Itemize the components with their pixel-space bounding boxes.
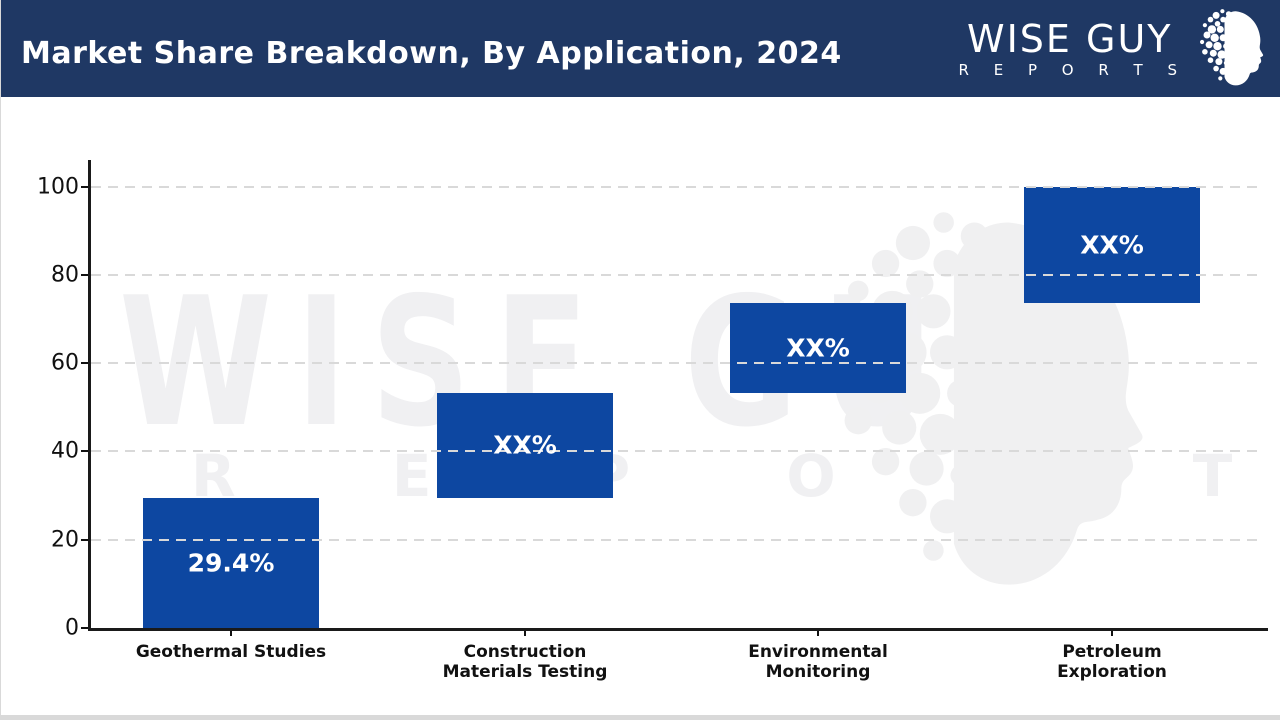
x-tick-label: Petroleum Exploration <box>1057 642 1167 682</box>
bar <box>143 498 319 628</box>
y-tick-mark <box>81 273 89 276</box>
y-tick-mark <box>81 362 89 365</box>
logo-wordmark: WISE GUY <box>967 17 1173 61</box>
header: Market Share Breakdown, By Application, … <box>1 0 1280 97</box>
gridline <box>91 450 1263 453</box>
y-tick-label: 100 <box>37 174 79 199</box>
y-tick-label: 80 <box>51 262 79 288</box>
page-title: Market Share Breakdown, By Application, … <box>21 36 842 71</box>
bar-value-label: XX% <box>1080 230 1144 260</box>
gridline <box>91 538 1263 541</box>
gridline <box>91 273 1263 276</box>
chart-area: WISE GUY R E P O R T S 02040608010029.4%… <box>1 97 1280 715</box>
logo-face-icon <box>1200 9 1264 86</box>
y-tick-label: 60 <box>51 350 79 376</box>
y-tick-label: 40 <box>51 438 79 464</box>
x-tick-mark <box>524 628 526 636</box>
y-tick-mark <box>81 538 89 541</box>
bar <box>1024 186 1200 304</box>
y-axis-line <box>88 160 91 630</box>
x-tick-label: Construction Materials Testing <box>442 642 608 682</box>
bar-value-label: XX% <box>786 333 850 363</box>
bottom-border <box>1 715 1280 720</box>
bar <box>730 303 906 393</box>
y-tick-mark <box>81 450 89 453</box>
gridline <box>91 185 1263 188</box>
y-tick-label: 0 <box>65 615 79 641</box>
gridline <box>91 362 1263 365</box>
y-tick-mark <box>81 627 89 629</box>
y-tick-mark <box>81 185 89 188</box>
x-tick-label: Geothermal Studies <box>135 642 327 662</box>
x-tick-mark <box>230 628 232 636</box>
logo-subtext: R E P O R T S <box>958 61 1187 79</box>
bar-value-label: XX% <box>493 430 557 460</box>
x-tick-mark <box>1111 628 1113 636</box>
brand-logo: WISE GUY R E P O R T S <box>953 6 1267 92</box>
x-tick-mark <box>817 628 819 636</box>
y-tick-label: 20 <box>51 527 79 553</box>
brand-logo-text: WISE GUY R E P O R T S <box>953 19 1187 79</box>
bar <box>437 392 613 499</box>
x-tick-label: Environmental Monitoring <box>748 642 888 682</box>
x-axis-line <box>88 628 1268 631</box>
bar-value-label: 29.4% <box>187 548 275 578</box>
